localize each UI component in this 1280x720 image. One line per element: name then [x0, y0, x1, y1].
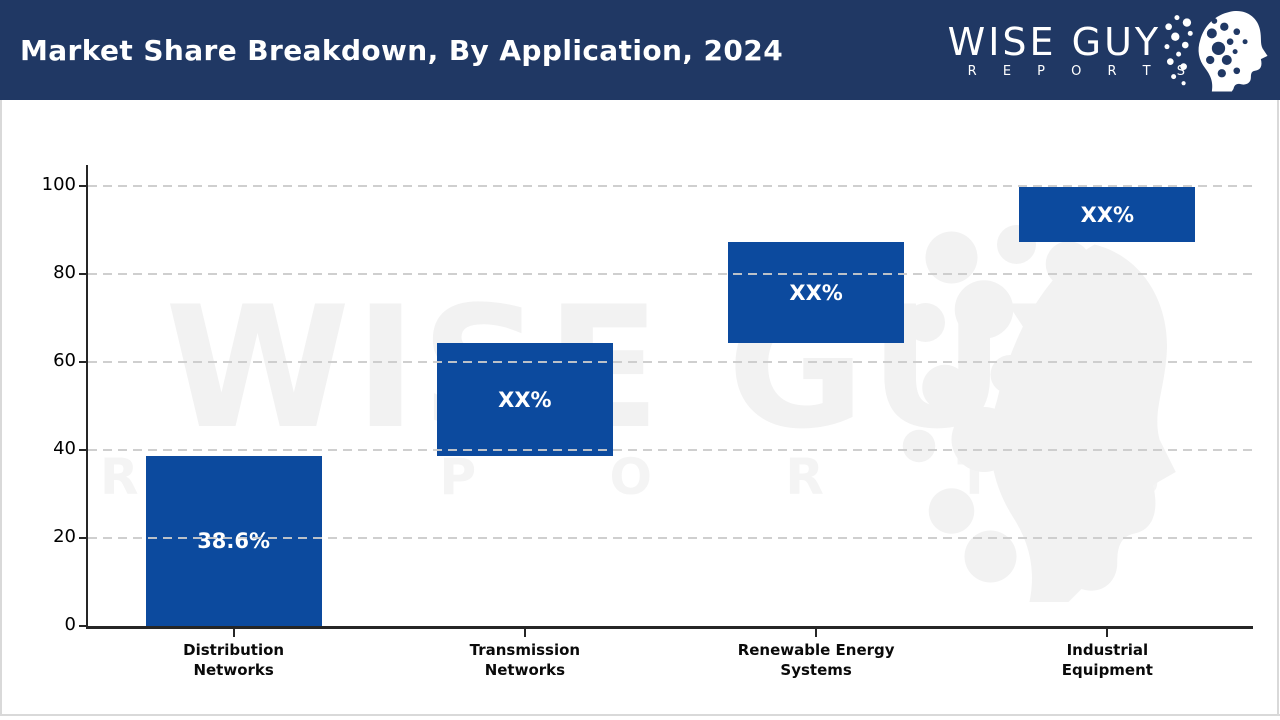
wiseguy-logo-text: WISE GUY R E P O R T S [948, 22, 1196, 79]
y-tick-0 [79, 625, 87, 627]
y-axis-tick-label-100: 100 [41, 174, 76, 195]
dotted-head-profile-icon [1164, 11, 1268, 92]
gridline-80 [88, 273, 1253, 275]
bottom-border [0, 714, 1280, 716]
x-axis-label-industrial-equipment: Industrial Equipment [1061, 641, 1153, 679]
wiseguy-logo-brand: WISE GUY [947, 19, 1162, 64]
watermark-head-icon [902, 225, 1176, 602]
bar-renewable-energy-systems: XX% [728, 242, 905, 344]
bar-value-label: XX% [1080, 202, 1135, 227]
plot-area: 38.6% Distribution Networks XX% Transmissio… [0, 100, 1280, 716]
bar-distribution-networks: 38.6% [145, 456, 322, 626]
wiseguy-logo: WISE GUY R E P O R T S [948, 0, 1270, 100]
y-axis-line [86, 165, 88, 628]
x-axis-label-renewable-energy-systems: Renewable Energy Systems [737, 641, 895, 679]
x-axis-line [86, 626, 1253, 629]
bar-value-label: XX% [789, 280, 843, 305]
gridline-40 [88, 449, 1253, 451]
gridline-60 [88, 361, 1253, 363]
x-tick-distribution-networks [232, 629, 235, 637]
x-axis-label-distribution-networks: Distribution Networks [183, 641, 285, 679]
y-tick-100 [79, 185, 87, 187]
header-band: Market Share Breakdown, By Application, … [0, 0, 1280, 100]
bar-industrial-equipment: XX% [1019, 186, 1196, 243]
x-tick-transmission-networks [523, 629, 526, 637]
y-tick-80 [79, 273, 87, 275]
right-border [1277, 100, 1279, 716]
left-border [0, 100, 2, 716]
x-axis-label-transmission-networks: Transmission Networks [469, 641, 581, 679]
bar-value-label: 38.6% [197, 529, 271, 554]
y-axis-tick-label-60: 60 [53, 350, 76, 371]
y-axis-tick-label-80: 80 [53, 262, 76, 283]
x-tick-industrial-equipment [1106, 629, 1109, 637]
page-title: Market Share Breakdown, By Application, … [20, 33, 784, 67]
y-tick-20 [79, 537, 87, 539]
gridline-100 [88, 185, 1253, 187]
y-tick-40 [79, 449, 87, 451]
y-axis-tick-label-40: 40 [53, 438, 76, 459]
y-axis-tick-label-20: 20 [53, 526, 76, 547]
bar-value-label: XX% [498, 387, 552, 412]
gridline-20 [88, 537, 1253, 539]
y-tick-60 [79, 361, 87, 363]
wiseguy-logo-sub: R E P O R T S [967, 63, 1196, 79]
x-tick-renewable-energy-systems [815, 629, 818, 637]
y-axis-tick-label-0: 0 [64, 614, 76, 635]
